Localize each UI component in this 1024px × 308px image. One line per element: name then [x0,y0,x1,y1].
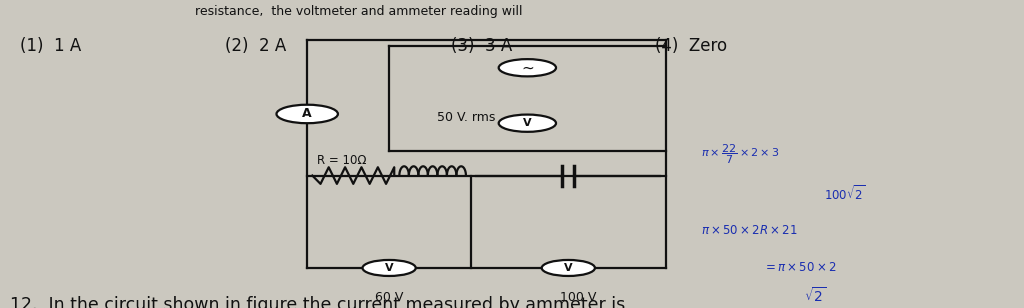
Text: 100 V: 100 V [560,291,597,304]
Text: $100\sqrt{2}$: $100\sqrt{2}$ [824,185,866,203]
Text: A: A [302,107,312,120]
Text: (3)  3 A: (3) 3 A [451,37,512,55]
Circle shape [499,115,556,132]
Text: $\pi\times50\times2R\times21$: $\pi\times50\times2R\times21$ [701,225,799,237]
Text: R = 10Ω: R = 10Ω [317,154,367,167]
Circle shape [542,260,595,276]
Text: 60 V: 60 V [375,291,403,304]
Text: V: V [385,263,393,273]
Circle shape [362,260,416,276]
Text: (1)  1 A: (1) 1 A [20,37,82,55]
Text: V: V [564,263,572,273]
Text: resistance,  the voltmeter and ammeter reading will: resistance, the voltmeter and ammeter re… [195,5,522,18]
Text: (2)  2 A: (2) 2 A [225,37,287,55]
Text: 50 V. rms: 50 V. rms [436,111,496,124]
Text: (4)  Zero: (4) Zero [655,37,727,55]
Text: V: V [523,118,531,128]
Circle shape [276,105,338,123]
Text: 12.  In the circuit shown in figure the current measured by ammeter is: 12. In the circuit shown in figure the c… [10,296,626,308]
Circle shape [499,59,556,76]
Text: $\pi\times\dfrac{22}{7}\times2\times3$: $\pi\times\dfrac{22}{7}\times2\times3$ [701,142,780,166]
Text: $=\pi\times50\times2$: $=\pi\times50\times2$ [763,261,837,274]
Text: ~: ~ [521,60,534,75]
Text: $\sqrt{2}$: $\sqrt{2}$ [804,286,826,305]
